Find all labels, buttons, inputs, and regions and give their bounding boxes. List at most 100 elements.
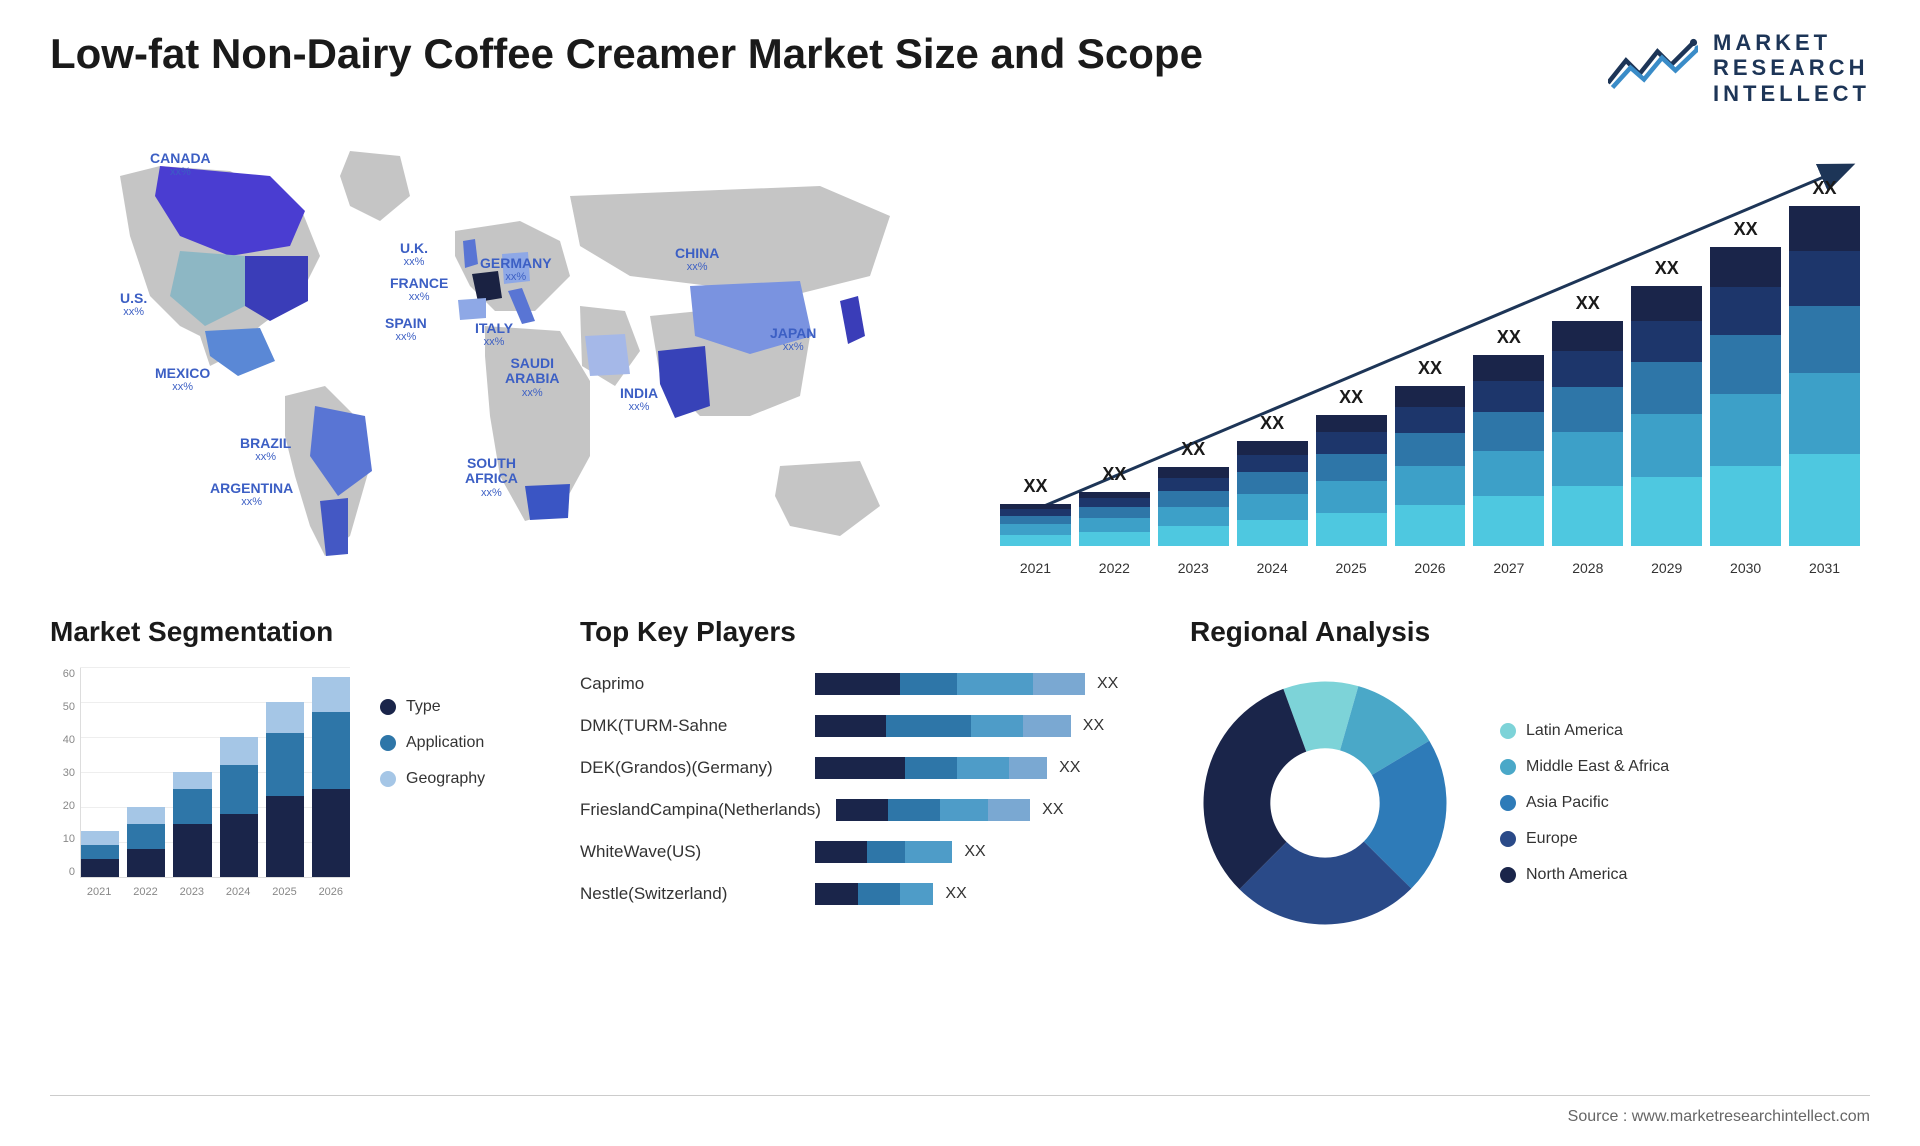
growth-bar-label: XX xyxy=(1260,413,1284,434)
regional-section: Regional Analysis Latin America Middle Ea… xyxy=(1190,616,1870,938)
growth-year-label: 2025 xyxy=(1316,560,1387,576)
map-label: ARGENTINAxx% xyxy=(210,481,293,508)
player-row: DMK(TURM-Sahne XX xyxy=(580,710,1140,742)
growth-bar: XX xyxy=(1710,247,1781,546)
segmentation-bar xyxy=(220,737,258,877)
map-label: GERMANYxx% xyxy=(480,256,552,283)
growth-year-label: 2024 xyxy=(1237,560,1308,576)
divider xyxy=(50,1095,1870,1096)
regional-legend: Latin America Middle East & Africa Asia Pa… xyxy=(1500,722,1669,884)
growth-bar-label: XX xyxy=(1102,464,1126,485)
growth-bar: XX xyxy=(1473,355,1544,546)
segmentation-section: Market Segmentation 0102030405060 202120… xyxy=(50,616,530,938)
player-row: WhiteWave(US) XX xyxy=(580,836,1140,868)
growth-bar-label: XX xyxy=(1418,358,1442,379)
growth-year-label: 2022 xyxy=(1079,560,1150,576)
growth-bar: XX xyxy=(1237,441,1308,546)
map-label: CANADAxx% xyxy=(150,151,211,178)
logo-text-1: MARKET xyxy=(1713,30,1870,55)
segmentation-bar xyxy=(81,831,119,877)
map-label: MEXICOxx% xyxy=(155,366,210,393)
player-name: DMK(TURM-Sahne xyxy=(580,716,800,736)
map-label: JAPANxx% xyxy=(770,326,816,353)
player-row: DEK(Grandos)(Germany) XX xyxy=(580,752,1140,784)
page-title: Low-fat Non-Dairy Coffee Creamer Market … xyxy=(50,30,1203,78)
growth-bar-label: XX xyxy=(1181,439,1205,460)
legend-item: Type xyxy=(380,698,485,716)
segmentation-year-label: 2021 xyxy=(80,886,118,898)
growth-bar: XX xyxy=(1158,467,1229,546)
player-row: Nestle(Switzerland) XX xyxy=(580,878,1140,910)
segmentation-legend: Type Application Geography xyxy=(380,668,485,898)
segmentation-chart: 0102030405060 202120222023202420252026 xyxy=(50,668,350,898)
growth-year-label: 2030 xyxy=(1710,560,1781,576)
world-map: CANADAxx% U.S.xx% MEXICOxx% BRAZILxx% ARGENT… xyxy=(50,136,940,576)
legend-item: Latin America xyxy=(1500,722,1669,740)
map-label: ITALYxx% xyxy=(475,321,513,348)
growth-bar-label: XX xyxy=(1023,476,1047,497)
segmentation-bar xyxy=(266,702,304,877)
player-name: WhiteWave(US) xyxy=(580,842,800,862)
growth-bar: XX xyxy=(1395,386,1466,546)
player-value-label: XX xyxy=(1059,759,1080,777)
map-label: FRANCExx% xyxy=(390,276,448,303)
map-label: SPAINxx% xyxy=(385,316,427,343)
player-value-label: XX xyxy=(1042,801,1063,819)
legend-item: North America xyxy=(1500,866,1669,884)
segmentation-bar xyxy=(173,772,211,877)
player-value-label: XX xyxy=(1083,717,1104,735)
segmentation-year-label: 2024 xyxy=(219,886,257,898)
segmentation-year-label: 2026 xyxy=(312,886,350,898)
growth-bar: XX xyxy=(1631,286,1702,546)
logo-text-2: RESEARCH xyxy=(1713,55,1870,80)
player-name: FrieslandCampina(Netherlands) xyxy=(580,800,821,820)
regional-donut xyxy=(1190,668,1460,938)
segmentation-year-label: 2023 xyxy=(173,886,211,898)
map-label: BRAZILxx% xyxy=(240,436,291,463)
segmentation-title: Market Segmentation xyxy=(50,616,530,648)
map-label: SOUTHAFRICAxx% xyxy=(465,456,518,499)
growth-bar: XX xyxy=(1316,415,1387,546)
player-name: Caprimo xyxy=(580,674,800,694)
growth-bar-label: XX xyxy=(1339,387,1363,408)
map-label: INDIAxx% xyxy=(620,386,658,413)
segmentation-year-label: 2025 xyxy=(265,886,303,898)
growth-bar-label: XX xyxy=(1576,293,1600,314)
map-label: U.S.xx% xyxy=(120,291,147,318)
logo-icon xyxy=(1608,35,1698,100)
legend-item: Geography xyxy=(380,770,485,788)
growth-bar: XX xyxy=(1079,492,1150,546)
logo: MARKET RESEARCH INTELLECT xyxy=(1608,30,1870,106)
player-name: DEK(Grandos)(Germany) xyxy=(580,758,800,778)
map-label: U.K.xx% xyxy=(400,241,428,268)
growth-year-label: 2028 xyxy=(1552,560,1623,576)
growth-year-label: 2021 xyxy=(1000,560,1071,576)
map-label: SAUDIARABIAxx% xyxy=(505,356,559,399)
growth-year-label: 2026 xyxy=(1395,560,1466,576)
legend-item: Asia Pacific xyxy=(1500,794,1669,812)
growth-bar-label: XX xyxy=(1655,258,1679,279)
growth-bar-label: XX xyxy=(1497,327,1521,348)
legend-item: Application xyxy=(380,734,485,752)
growth-bar-label: XX xyxy=(1734,219,1758,240)
player-value-label: XX xyxy=(945,885,966,903)
growth-bar: XX xyxy=(1789,206,1860,546)
growth-year-label: 2029 xyxy=(1631,560,1702,576)
players-title: Top Key Players xyxy=(580,616,1140,648)
map-label: CHINAxx% xyxy=(675,246,719,273)
source-text: Source : www.marketresearchintellect.com xyxy=(1568,1108,1870,1126)
logo-text-3: INTELLECT xyxy=(1713,81,1870,106)
growth-year-label: 2027 xyxy=(1473,560,1544,576)
player-value-label: XX xyxy=(964,843,985,861)
legend-item: Middle East & Africa xyxy=(1500,758,1669,776)
growth-bar: XX xyxy=(1552,321,1623,546)
segmentation-year-label: 2022 xyxy=(126,886,164,898)
player-row: Caprimo XX xyxy=(580,668,1140,700)
player-row: FrieslandCampina(Netherlands) XX xyxy=(580,794,1140,826)
growth-bar-label: XX xyxy=(1813,178,1837,199)
segmentation-bar xyxy=(312,677,350,877)
player-value-label: XX xyxy=(1097,675,1118,693)
player-name: Nestle(Switzerland) xyxy=(580,884,800,904)
growth-chart: XXXXXXXXXXXXXXXXXXXXXX 20212022202320242… xyxy=(980,136,1870,576)
regional-title: Regional Analysis xyxy=(1190,616,1870,648)
